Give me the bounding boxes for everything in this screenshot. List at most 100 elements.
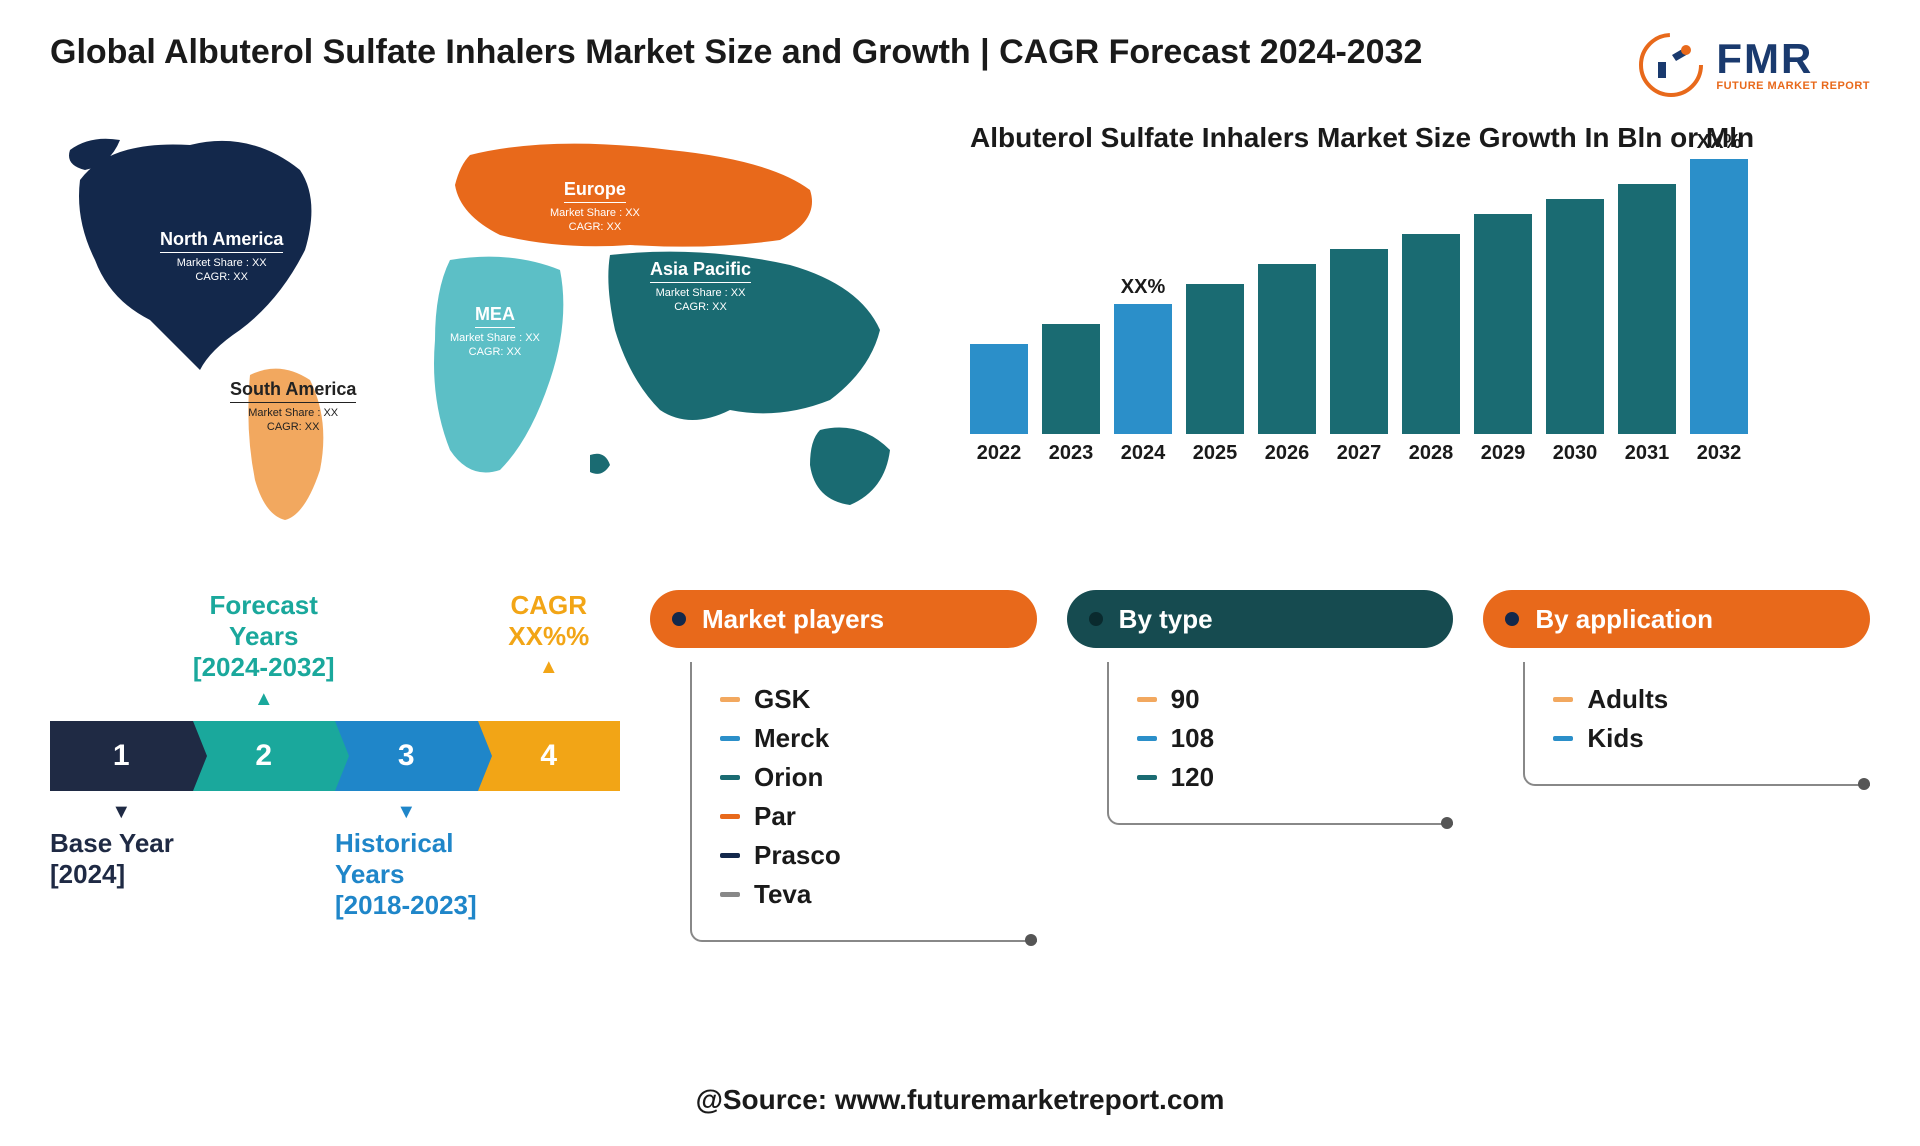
bar-year-label: 2032 (1697, 442, 1742, 465)
bar-2031: 2031 (1618, 184, 1676, 465)
arrow-up-icon: ▲ (193, 688, 336, 711)
timeline-top-1: Forecast Years[2024-2032] ▲ (193, 590, 336, 711)
bar-year-label: 2030 (1553, 442, 1598, 465)
timeline-top-0 (50, 590, 193, 711)
item-marker-icon (1137, 775, 1157, 780)
bar-2029: 2029 (1474, 214, 1532, 465)
page-title: Global Albuterol Sulfate Inhalers Market… (50, 30, 1422, 74)
header-label: By type (1119, 604, 1213, 635)
item-marker-icon (720, 736, 740, 741)
region-share: Market Share : XX (160, 256, 283, 270)
bar-rect (1114, 304, 1172, 434)
list-item: GSK (720, 684, 1037, 715)
item-label: GSK (754, 684, 810, 715)
header-label: By application (1535, 604, 1713, 635)
region-cagr: CAGR: XX (650, 300, 751, 314)
bar-rect (1546, 199, 1604, 434)
list-item: 108 (1137, 723, 1454, 754)
timeline-label: CAGRXX%% (478, 590, 621, 652)
bar-year-label: 2022 (977, 442, 1022, 465)
bar-rect (1690, 159, 1748, 434)
bar-rect (1330, 249, 1388, 434)
region-label-mea: MEA Market Share : XX CAGR: XX (450, 305, 540, 359)
region-share: Market Share : XX (450, 331, 540, 345)
item-label: Prasco (754, 840, 841, 871)
item-marker-icon (720, 853, 740, 858)
bar-rect (1618, 184, 1676, 434)
bar-2028: 2028 (1402, 234, 1460, 465)
region-share: Market Share : XX (550, 206, 640, 220)
category-header: By type (1067, 590, 1454, 648)
bar-annotation: XX% (1121, 276, 1165, 299)
bar-2022: 2022 (970, 344, 1028, 465)
arrow-down-icon: ▼ (335, 801, 478, 824)
bar-rect (1042, 324, 1100, 434)
logo-icon (1636, 30, 1706, 100)
timeline-segment-4: 4 (478, 721, 621, 791)
timeline-label: Forecast Years[2024-2032] (193, 590, 336, 684)
bar-rect (1186, 284, 1244, 434)
bar-rect (1474, 214, 1532, 434)
growth-chart: Albuterol Sulfate Inhalers Market Size G… (970, 120, 1870, 550)
item-label: Kids (1587, 723, 1643, 754)
world-map: North America Market Share : XX CAGR: XX… (50, 120, 930, 550)
item-marker-icon (1137, 736, 1157, 741)
bar-rect (1402, 234, 1460, 434)
list-item: Kids (1553, 723, 1870, 754)
region-cagr: CAGR: XX (550, 220, 640, 234)
item-label: Merck (754, 723, 829, 754)
list-item: Adults (1553, 684, 1870, 715)
list-item: Par (720, 801, 1037, 832)
bar-year-label: 2026 (1265, 442, 1310, 465)
source-attribution: @Source: www.futuremarketreport.com (0, 1084, 1920, 1116)
logo: FMR FUTURE MARKET REPORT (1636, 30, 1870, 100)
header-dot-icon (672, 612, 686, 626)
category-list: GSK Merck Orion Par Prasco Teva (690, 662, 1037, 942)
category-list: 90 108 120 (1107, 662, 1454, 825)
timeline-bottom-2: ▼ Historical Years[2018-2023] (335, 801, 478, 922)
region-label-europe: Europe Market Share : XX CAGR: XX (550, 180, 640, 234)
bar-annotation: XX% (1697, 131, 1741, 154)
region-name: Asia Pacific (650, 260, 751, 283)
bar-year-label: 2025 (1193, 442, 1238, 465)
item-label: 90 (1171, 684, 1200, 715)
region-label-south-america: South America Market Share : XX CAGR: XX (230, 380, 356, 434)
region-name: South America (230, 380, 356, 403)
item-marker-icon (1553, 697, 1573, 702)
bar-2026: 2026 (1258, 264, 1316, 465)
bar-year-label: 2028 (1409, 442, 1454, 465)
category-by-type: By type 90 108 120 (1067, 590, 1454, 942)
header-label: Market players (702, 604, 884, 635)
region-cagr: CAGR: XX (450, 345, 540, 359)
timeline-label: Historical Years[2018-2023] (335, 828, 478, 922)
list-item: Orion (720, 762, 1037, 793)
category-market-players: Market players GSK Merck Orion Par Prasc… (650, 590, 1037, 942)
category-header: Market players (650, 590, 1037, 648)
timeline-bottom-3 (478, 801, 621, 922)
timeline-top-2 (335, 590, 478, 711)
bar-year-label: 2029 (1481, 442, 1526, 465)
bar-2030: 2030 (1546, 199, 1604, 465)
list-item: Prasco (720, 840, 1037, 871)
bar-2023: 2023 (1042, 324, 1100, 465)
category-header: By application (1483, 590, 1870, 648)
bar-year-label: 2031 (1625, 442, 1670, 465)
region-share: Market Share : XX (230, 406, 356, 420)
region-cagr: CAGR: XX (230, 420, 356, 434)
timeline-segment-3: 3 (335, 721, 478, 791)
list-item: Teva (720, 879, 1037, 910)
item-marker-icon (720, 775, 740, 780)
timeline-top-3: CAGRXX%% ▲ (478, 590, 621, 711)
timeline: Forecast Years[2024-2032] ▲CAGRXX%% ▲ 12… (50, 590, 620, 930)
bar-2032: XX% 2032 (1690, 159, 1748, 465)
bar-year-label: 2023 (1049, 442, 1094, 465)
bar-rect (970, 344, 1028, 434)
bar-year-label: 2027 (1337, 442, 1382, 465)
item-marker-icon (720, 814, 740, 819)
list-item: 120 (1137, 762, 1454, 793)
bar-rect (1258, 264, 1316, 434)
header-dot-icon (1505, 612, 1519, 626)
item-label: Teva (754, 879, 811, 910)
timeline-bottom-1 (193, 801, 336, 922)
region-label-asia-pacific: Asia Pacific Market Share : XX CAGR: XX (650, 260, 751, 314)
